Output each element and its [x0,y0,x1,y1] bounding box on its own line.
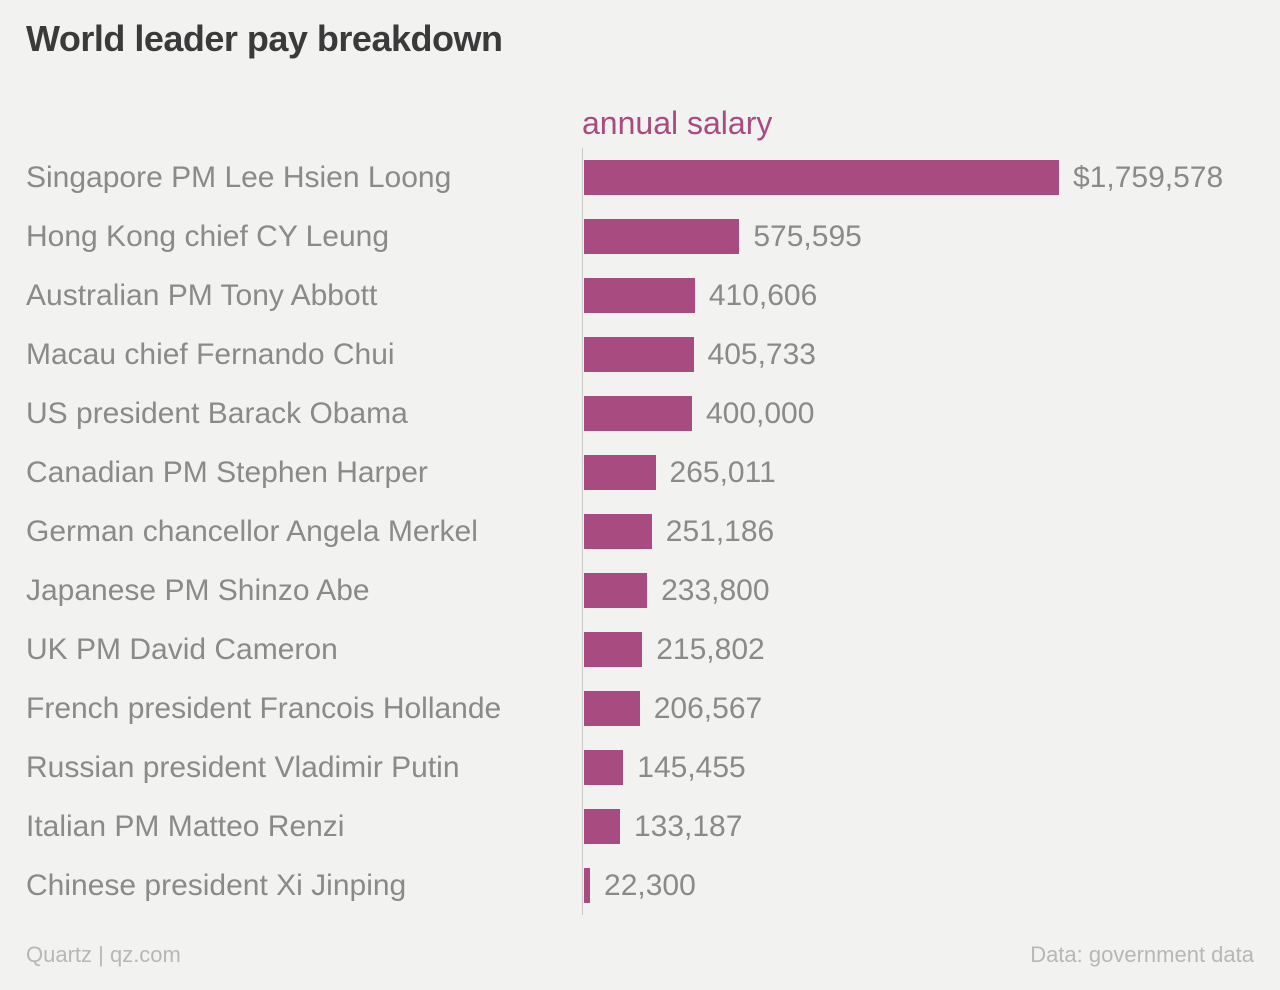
axis-line [582,266,583,325]
bar-row: Singapore PM Lee Hsien Loong $1,759,578 [26,148,1254,207]
bar-label: Canadian PM Stephen Harper [26,456,582,490]
bar-row: Hong Kong chief CY Leung 575,595 [26,207,1254,266]
bar-value: 133,187 [634,810,742,844]
bar-row: Japanese PM Shinzo Abe 233,800 [26,561,1254,620]
bar-cell: 133,187 [582,797,1254,856]
bar-cell: 206,567 [582,679,1254,738]
bar-cell: $1,759,578 [582,148,1254,207]
bar-cell: 405,733 [582,325,1254,384]
bar [584,219,739,253]
bar [584,750,623,784]
axis-line [582,384,583,443]
bar [584,573,647,607]
bar-cell: 251,186 [582,502,1254,561]
bar-label: Japanese PM Shinzo Abe [26,574,582,608]
bar-row: French president Francois Hollande 206,56… [26,679,1254,738]
bar [584,455,656,489]
bar-cell: 233,800 [582,561,1254,620]
bar-cell: 215,802 [582,620,1254,679]
bar-value: 215,802 [656,633,764,667]
bar-value: 206,567 [654,692,762,726]
axis-line [582,561,583,620]
bar-value: 265,011 [670,456,776,490]
axis-line [582,679,583,738]
bar-label: Russian president Vladimir Putin [26,751,582,785]
bar-cell: 265,011 [582,443,1254,502]
bar [584,691,640,725]
bar-value: 405,733 [708,338,816,372]
chart-title: World leader pay breakdown [26,18,1254,60]
bar-row: Italian PM Matteo Renzi 133,187 [26,797,1254,856]
bar-cell: 22,300 [582,856,1254,915]
bar-cell: 410,606 [582,266,1254,325]
bar-cell: 575,595 [582,207,1254,266]
bar-label: Macau chief Fernando Chui [26,338,582,372]
bar-row: Australian PM Tony Abbott 410,606 [26,266,1254,325]
footer-source-left: Quartz | qz.com [26,942,181,968]
bar [584,337,694,371]
chart-footer: Quartz | qz.com Data: government data [0,942,1280,968]
bar-value: 233,800 [661,574,769,608]
bar-row: Macau chief Fernando Chui 405,733 [26,325,1254,384]
bar [584,514,652,548]
bar [584,396,692,430]
bar-row: Russian president Vladimir Putin 145,455 [26,738,1254,797]
axis-line [582,797,583,856]
bar [584,809,620,843]
axis-line [582,856,583,915]
axis-line [582,620,583,679]
bar-label: Singapore PM Lee Hsien Loong [26,161,582,195]
bar-row: Canadian PM Stephen Harper 265,011 [26,443,1254,502]
bar [584,868,590,902]
axis-line [582,738,583,797]
bar-label: French president Francois Hollande [26,692,582,726]
bar-label: US president Barack Obama [26,397,582,431]
bar-value: $1,759,578 [1073,161,1223,195]
axis-line [582,207,583,266]
bar-value: 251,186 [666,515,774,549]
footer-source-right: Data: government data [1030,942,1254,968]
bar-value: 145,455 [637,751,745,785]
bar-value: 575,595 [753,220,861,254]
chart-rows: Singapore PM Lee Hsien Loong $1,759,578 Ho… [26,148,1254,915]
bar-row: German chancellor Angela Merkel 251,186 [26,502,1254,561]
bar [584,160,1059,194]
bar-label: UK PM David Cameron [26,633,582,667]
bar-cell: 400,000 [582,384,1254,443]
bar-label: Australian PM Tony Abbott [26,279,582,313]
bar-value: 410,606 [709,279,817,313]
axis-line [582,443,583,502]
chart-container: World leader pay breakdown annual salary… [0,0,1280,915]
axis-line [582,502,583,561]
bar-value: 22,300 [604,869,696,903]
bar-label: Chinese president Xi Jinping [26,869,582,903]
axis-line [582,325,583,384]
axis-line [582,148,583,207]
bar-row: US president Barack Obama 400,000 [26,384,1254,443]
bar-value: 400,000 [706,397,814,431]
bar-cell: 145,455 [582,738,1254,797]
bar [584,632,642,666]
bar-label: Hong Kong chief CY Leung [26,220,582,254]
bar [584,278,695,312]
bar-label: Italian PM Matteo Renzi [26,810,582,844]
bar-row: UK PM David Cameron 215,802 [26,620,1254,679]
bar-row: Chinese president Xi Jinping 22,300 [26,856,1254,915]
bar-label: German chancellor Angela Merkel [26,515,582,549]
chart-legend: annual salary [582,105,1254,142]
